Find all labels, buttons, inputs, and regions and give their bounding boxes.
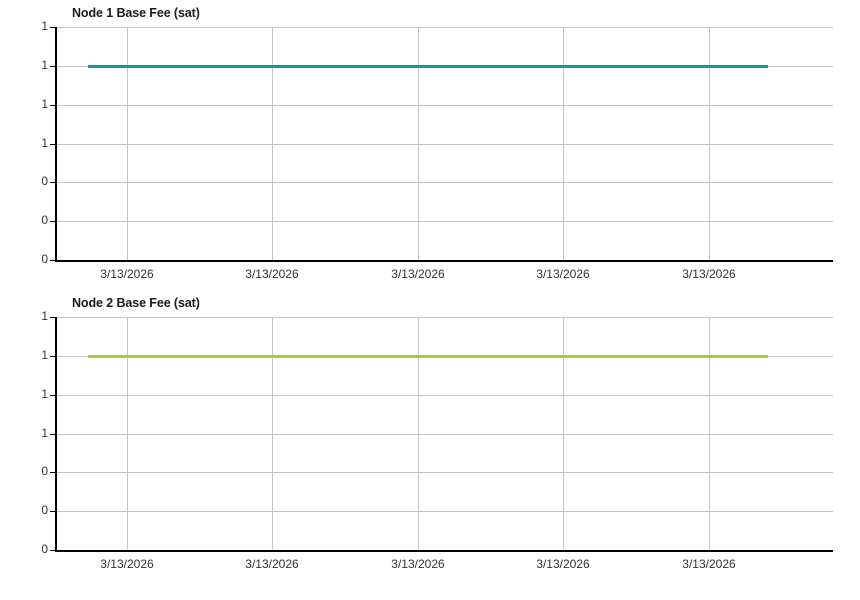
gridline-horizontal bbox=[57, 395, 833, 396]
chart-panel-2: Node 2 Base Fee (sat) 1 1 1 1 0 0 0 3/13/2026 3/1… bbox=[0, 290, 860, 580]
gridline-vertical bbox=[272, 317, 273, 550]
y-axis-tick-label: 1 bbox=[41, 309, 48, 323]
y-axis-tick-label: 1 bbox=[41, 19, 48, 33]
chart-title: Node 1 Base Fee (sat) bbox=[72, 6, 200, 20]
y-axis-tick-label: 0 bbox=[41, 503, 48, 517]
gridline-vertical bbox=[563, 27, 564, 260]
plot-area bbox=[57, 317, 833, 551]
y-axis-tick bbox=[50, 260, 55, 261]
y-axis-tick-label: 1 bbox=[41, 97, 48, 111]
x-axis-tick-label: 3/13/2026 bbox=[100, 267, 154, 281]
y-axis-tick-label: 0 bbox=[41, 542, 48, 556]
x-axis-tick-label: 3/13/2026 bbox=[682, 267, 736, 281]
y-axis-tick bbox=[50, 27, 55, 28]
y-axis-tick-label: 0 bbox=[41, 174, 48, 188]
x-axis-tick-label: 3/13/2026 bbox=[536, 557, 590, 571]
gridline-horizontal bbox=[57, 317, 833, 318]
gridline-horizontal bbox=[57, 182, 833, 183]
x-axis-tick-label: 3/13/2026 bbox=[536, 267, 590, 281]
y-axis-tick-label: 1 bbox=[41, 426, 48, 440]
x-axis-tick-label: 3/13/2026 bbox=[391, 557, 445, 571]
y-axis-tick bbox=[50, 472, 55, 473]
gridline-vertical bbox=[127, 27, 128, 260]
gridline-vertical bbox=[709, 27, 710, 260]
series-line-1 bbox=[88, 65, 768, 68]
y-axis-tick bbox=[50, 66, 55, 67]
series-line-1 bbox=[88, 355, 768, 358]
gridline-horizontal bbox=[57, 511, 833, 512]
y-axis-tick bbox=[50, 434, 55, 435]
y-axis-tick bbox=[50, 221, 55, 222]
y-axis-tick-label: 1 bbox=[41, 348, 48, 362]
y-axis-tick-label: 1 bbox=[41, 136, 48, 150]
plot-area bbox=[57, 27, 833, 261]
y-axis-tick-label: 1 bbox=[41, 387, 48, 401]
gridline-horizontal bbox=[57, 434, 833, 435]
x-axis-tick-label: 3/13/2026 bbox=[391, 267, 445, 281]
x-axis-line bbox=[55, 260, 833, 262]
y-axis-tick bbox=[50, 317, 55, 318]
x-axis-tick-label: 3/13/2026 bbox=[245, 557, 299, 571]
y-axis-tick bbox=[50, 550, 55, 551]
y-axis-line bbox=[55, 27, 57, 261]
gridline-horizontal bbox=[57, 472, 833, 473]
gridline-horizontal bbox=[57, 105, 833, 106]
gridline-vertical bbox=[418, 317, 419, 550]
y-axis-tick-label: 0 bbox=[41, 464, 48, 478]
x-axis-line bbox=[55, 550, 833, 552]
gridline-horizontal bbox=[57, 27, 833, 28]
y-axis-tick-label: 1 bbox=[41, 58, 48, 72]
chart-title: Node 2 Base Fee (sat) bbox=[72, 296, 200, 310]
y-axis-tick bbox=[50, 182, 55, 183]
y-axis-tick bbox=[50, 395, 55, 396]
y-axis-tick bbox=[50, 105, 55, 106]
gridline-vertical bbox=[127, 317, 128, 550]
y-axis-tick bbox=[50, 511, 55, 512]
x-axis-tick-label: 3/13/2026 bbox=[682, 557, 736, 571]
chart-panel-1: Node 1 Base Fee (sat) 1 1 1 1 0 0 0 3/13/2026 3/1… bbox=[0, 0, 860, 290]
x-axis-tick-label: 3/13/2026 bbox=[100, 557, 154, 571]
gridline-vertical bbox=[563, 317, 564, 550]
gridline-horizontal bbox=[57, 144, 833, 145]
y-axis-line bbox=[55, 317, 57, 551]
gridline-vertical bbox=[709, 317, 710, 550]
y-axis-tick-label: 0 bbox=[41, 252, 48, 266]
gridline-vertical bbox=[272, 27, 273, 260]
gridline-vertical bbox=[418, 27, 419, 260]
gridline-horizontal bbox=[57, 221, 833, 222]
y-axis-tick bbox=[50, 144, 55, 145]
x-axis-tick-label: 3/13/2026 bbox=[245, 267, 299, 281]
y-axis-tick-label: 0 bbox=[41, 213, 48, 227]
y-axis-tick bbox=[50, 356, 55, 357]
